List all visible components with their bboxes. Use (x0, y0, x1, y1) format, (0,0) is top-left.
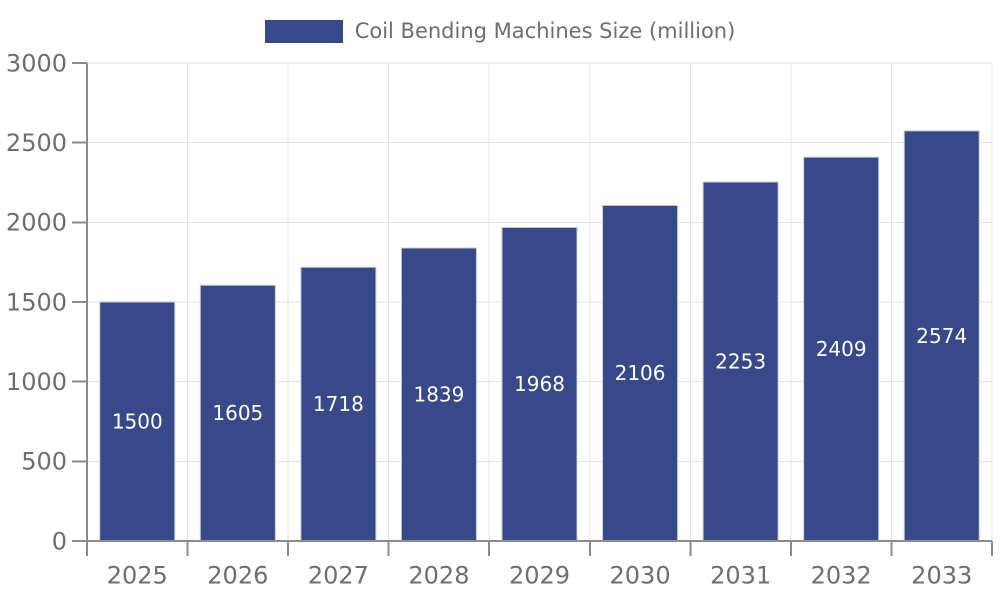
y-tick-label: 3000 (6, 49, 67, 77)
y-tick-label: 2000 (6, 209, 67, 237)
bar[interactable] (199, 284, 276, 542)
bar-value-label: 1500 (112, 410, 163, 434)
bar-value-label: 2253 (715, 350, 766, 374)
bar[interactable] (501, 226, 578, 542)
bar[interactable] (300, 266, 377, 542)
bar[interactable] (602, 204, 679, 542)
bar-value-label: 1605 (212, 401, 263, 425)
bar[interactable] (803, 156, 880, 542)
x-tick-label: 2026 (207, 561, 268, 589)
bar[interactable] (99, 301, 176, 542)
x-tick-label: 2028 (408, 561, 469, 589)
x-tick-label: 2033 (911, 561, 972, 589)
x-tick-label: 2031 (710, 561, 771, 589)
bar-value-label: 1968 (514, 372, 565, 396)
bar[interactable] (903, 130, 980, 542)
legend-swatch (264, 20, 343, 43)
x-tick-label: 2032 (811, 561, 872, 589)
bar-value-label: 2106 (615, 361, 666, 385)
bar-value-label: 1718 (313, 392, 364, 416)
y-tick-label: 0 (52, 527, 67, 555)
y-tick-label: 1500 (6, 288, 67, 316)
bar-value-label: 1839 (413, 382, 464, 406)
bar[interactable] (702, 181, 779, 542)
legend-label: Coil Bending Machines Size (million) (354, 19, 736, 43)
bar-value-label: 2409 (816, 337, 867, 361)
y-tick-label: 500 (21, 448, 67, 476)
bar[interactable] (400, 247, 477, 542)
bar-value-label: 2574 (916, 324, 967, 348)
legend[interactable]: Coil Bending Machines Size (million) (0, 19, 1000, 44)
x-tick-label: 2027 (308, 561, 369, 589)
x-tick-label: 2029 (509, 561, 570, 589)
y-tick-label: 2500 (6, 129, 67, 157)
x-tick-label: 2030 (610, 561, 671, 589)
x-tick-label: 2025 (107, 561, 168, 589)
y-tick-label: 1000 (6, 368, 67, 396)
